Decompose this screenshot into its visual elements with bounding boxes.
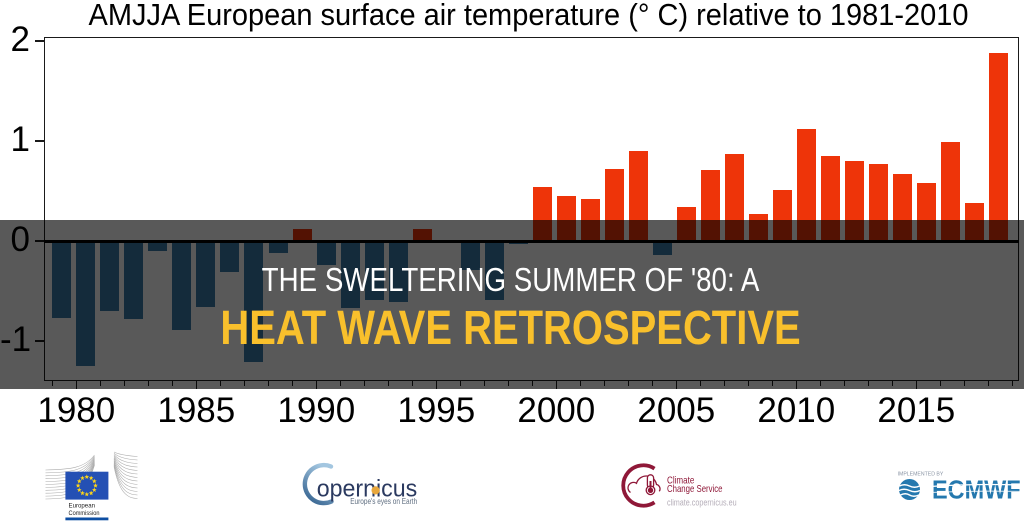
svg-text:Change Service: Change Service [667,483,723,495]
svg-text:Europe's eyes on Earth: Europe's eyes on Earth [350,496,417,506]
svg-text:European: European [69,503,96,510]
svg-text:IMPLEMENTED BY: IMPLEMENTED BY [898,471,944,477]
svg-text:opernicus: opernicus [317,476,418,503]
svg-text:Commission: Commission [69,510,100,517]
svg-text:Climate: Climate [667,475,695,487]
svg-text:ECMWF: ECMWF [932,475,1021,505]
svg-text:climate.copernicus.eu: climate.copernicus.eu [667,498,737,508]
